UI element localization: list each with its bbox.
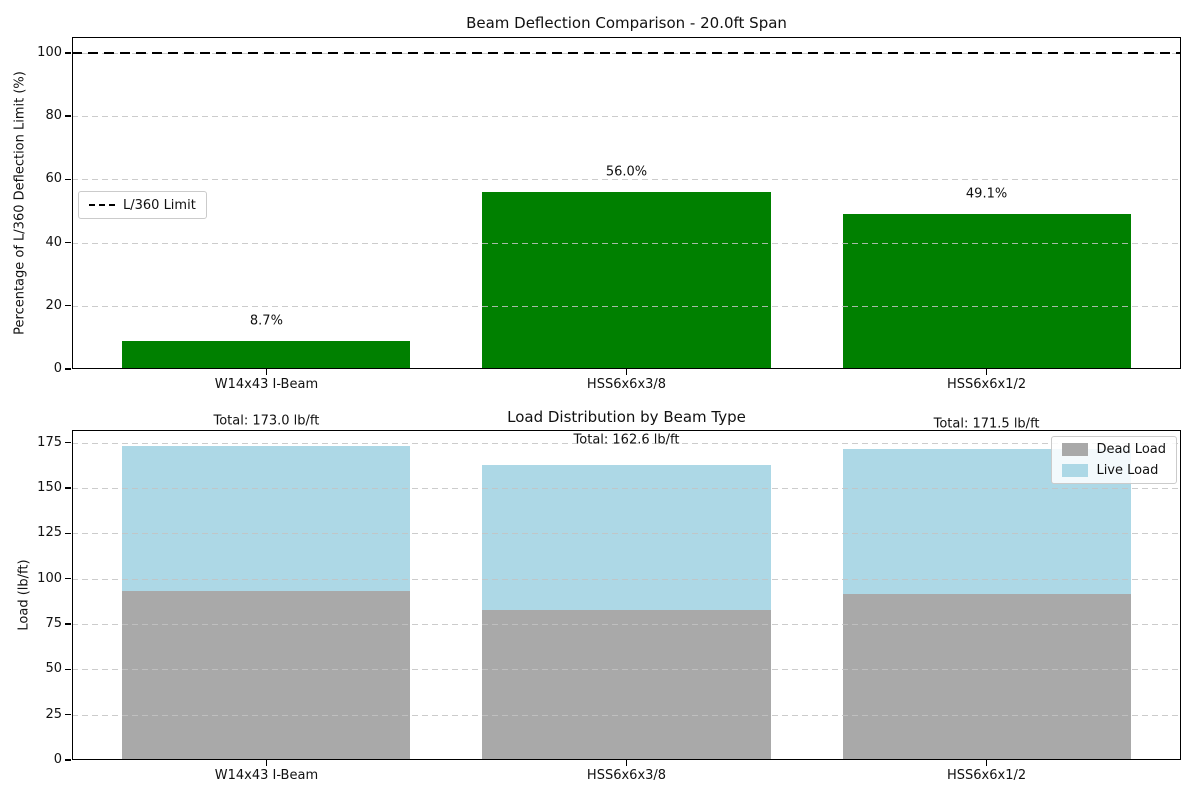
gridline bbox=[72, 305, 1181, 307]
y-tick-mark bbox=[65, 115, 71, 117]
deflection-legend: L/360 Limit bbox=[78, 191, 207, 219]
deflection-plot-area: L/360 Limit 0 20 40 60 80 100 W14x43 I-Beam HSS… bbox=[37, 37, 1181, 392]
y-tick-label: 20 bbox=[45, 297, 62, 313]
bar-value-label: 49.1% bbox=[965, 186, 1008, 202]
x-tick-label: W14x43 I-Beam bbox=[214, 377, 319, 392]
total-label: Total: 173.0 lb/ft bbox=[213, 413, 320, 429]
x-tick-mark bbox=[985, 760, 988, 766]
y-tick-label: 0 bbox=[53, 752, 62, 767]
bar bbox=[482, 191, 771, 369]
y-tick-label: 0 bbox=[53, 361, 62, 376]
bar-value-label: 56.0% bbox=[605, 164, 648, 180]
gridline bbox=[72, 442, 1181, 444]
y-tick-mark bbox=[65, 532, 71, 535]
x-tick-label: HSS6x6x3/8 bbox=[586, 768, 667, 783]
gridline bbox=[72, 578, 1181, 580]
y-tick-label: 150 bbox=[37, 480, 62, 496]
live-load-swatch-icon bbox=[1062, 464, 1089, 477]
deflection-chart-title: Beam Deflection Comparison - 20.0ft Span bbox=[466, 14, 787, 32]
y-tick-mark bbox=[65, 178, 71, 180]
gridline bbox=[72, 242, 1181, 244]
y-tick-label: 60 bbox=[45, 171, 62, 187]
y-tick-mark bbox=[65, 368, 71, 370]
bar bbox=[842, 213, 1131, 369]
y-tick-mark bbox=[65, 668, 71, 671]
legend-label: Live Load bbox=[1096, 463, 1159, 478]
x-tick-mark bbox=[625, 760, 628, 766]
y-tick-label: 75 bbox=[45, 616, 62, 631]
y-tick-label: 80 bbox=[45, 108, 62, 124]
legend-label: L/360 Limit bbox=[123, 197, 196, 213]
gridline bbox=[72, 714, 1181, 716]
y-tick-mark bbox=[65, 713, 71, 716]
bar-segment-dead-load bbox=[122, 591, 411, 760]
legend-entry-l360-limit: L/360 Limit bbox=[89, 198, 196, 213]
x-tick-label: HSS6x6x1/2 bbox=[946, 768, 1027, 783]
y-tick-mark bbox=[65, 241, 71, 244]
x-tick-mark bbox=[265, 369, 268, 375]
legend-entry-dead-load: Dead Load bbox=[1062, 442, 1166, 457]
y-tick-label: 125 bbox=[37, 525, 62, 541]
load-plot-area: Dead Load Live Load 0 25 50 75 100 125 150 175 W… bbox=[37, 414, 1181, 783]
x-tick-label: W14x43 I-Beam bbox=[214, 768, 319, 783]
total-label: Total: 162.6 lb/ft bbox=[573, 432, 680, 448]
bar-segment-live-load bbox=[482, 465, 771, 611]
load-legend: Dead Load Live Load bbox=[1051, 436, 1177, 484]
y-tick-mark bbox=[65, 577, 71, 580]
y-tick-label: 50 bbox=[45, 661, 62, 677]
y-tick-label: 175 bbox=[37, 434, 62, 450]
y-tick-mark bbox=[65, 623, 71, 625]
y-tick-mark bbox=[65, 487, 71, 489]
gridline bbox=[72, 669, 1181, 671]
x-tick-mark bbox=[985, 369, 988, 375]
gridline bbox=[72, 488, 1181, 490]
x-tick-mark bbox=[625, 369, 628, 375]
bar-value-label: 8.7% bbox=[249, 313, 283, 329]
load-chart-title: Load Distribution by Beam Type bbox=[507, 408, 746, 426]
y-tick-label: 40 bbox=[45, 234, 62, 250]
gridline bbox=[72, 624, 1181, 625]
x-tick-mark bbox=[265, 760, 268, 766]
bar-segment-live-load bbox=[122, 446, 411, 592]
gridline bbox=[72, 116, 1181, 118]
x-tick-label: HSS6x6x3/8 bbox=[586, 377, 667, 392]
y-tick-mark bbox=[65, 52, 71, 54]
dead-load-swatch-icon bbox=[1062, 443, 1089, 456]
y-tick-label: 100 bbox=[37, 570, 62, 586]
dashed-line-swatch-icon bbox=[89, 204, 115, 206]
x-tick-label: HSS6x6x1/2 bbox=[946, 377, 1027, 392]
gridline bbox=[72, 179, 1181, 181]
total-label: Total: 171.5 lb/ft bbox=[933, 416, 1040, 432]
legend-label: Dead Load bbox=[1096, 442, 1166, 457]
gridline bbox=[72, 533, 1181, 535]
y-tick-label: 25 bbox=[45, 706, 62, 722]
bar-segment-dead-load bbox=[842, 594, 1131, 760]
bar bbox=[122, 341, 411, 369]
y-tick-mark bbox=[65, 759, 71, 761]
bar-segment-dead-load bbox=[482, 610, 771, 760]
legend-entry-live-load: Live Load bbox=[1062, 463, 1166, 478]
y-tick-mark bbox=[65, 305, 71, 307]
y-tick-label: 100 bbox=[37, 44, 62, 60]
y-tick-mark bbox=[65, 441, 71, 444]
limit-line bbox=[72, 51, 1181, 54]
